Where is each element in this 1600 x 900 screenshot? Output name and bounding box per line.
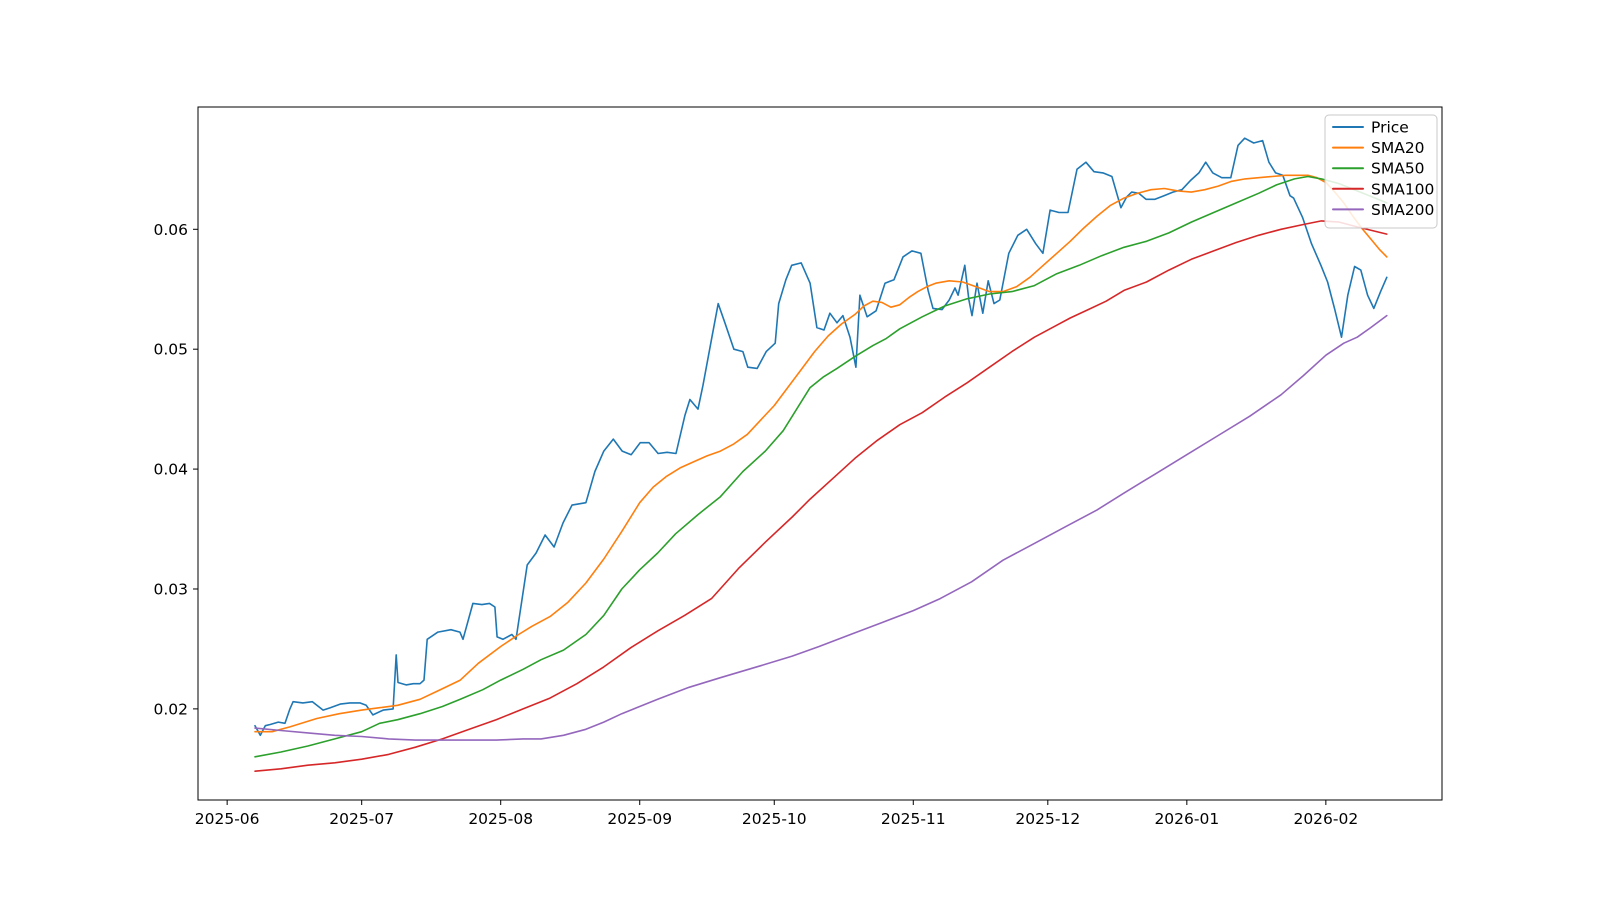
- x-axis-tick-label: 2026-02: [1293, 810, 1358, 828]
- x-axis-tick-label: 2026-01: [1154, 810, 1219, 828]
- legend-label-sma100: SMA100: [1371, 180, 1434, 198]
- legend-label-sma50: SMA50: [1371, 160, 1425, 178]
- x-axis-tick-label: 2025-08: [468, 810, 533, 828]
- sma20-line: [254, 174, 1388, 733]
- x-axis-tick-label: 2025-10: [742, 810, 807, 828]
- legend-box: [1324, 114, 1438, 229]
- sma100-line: [254, 220, 1388, 773]
- y-axis-tick-label: 0.06: [153, 221, 188, 239]
- y-axis-tick-label: 0.02: [153, 700, 188, 718]
- plot-border: [197, 106, 1443, 801]
- x-axis-tick-label: 2025-07: [329, 810, 394, 828]
- legend-label-sma200: SMA200: [1371, 201, 1434, 219]
- y-axis-tick-label: 0.04: [153, 461, 188, 479]
- legend-label-price: Price: [1371, 119, 1409, 137]
- sma200-line: [254, 314, 1388, 741]
- y-axis-tick-label: 0.05: [153, 341, 188, 359]
- x-axis-tick-label: 2025-12: [1015, 810, 1080, 828]
- legend-label-sma20: SMA20: [1371, 139, 1425, 157]
- x-axis-tick-label: 2025-09: [607, 810, 672, 828]
- x-axis-tick-label: 2025-06: [195, 810, 260, 828]
- y-axis-tick-label: 0.03: [153, 580, 188, 598]
- price-line: [254, 137, 1388, 737]
- x-axis-tick-label: 2025-11: [881, 810, 946, 828]
- sma50-line: [254, 175, 1388, 758]
